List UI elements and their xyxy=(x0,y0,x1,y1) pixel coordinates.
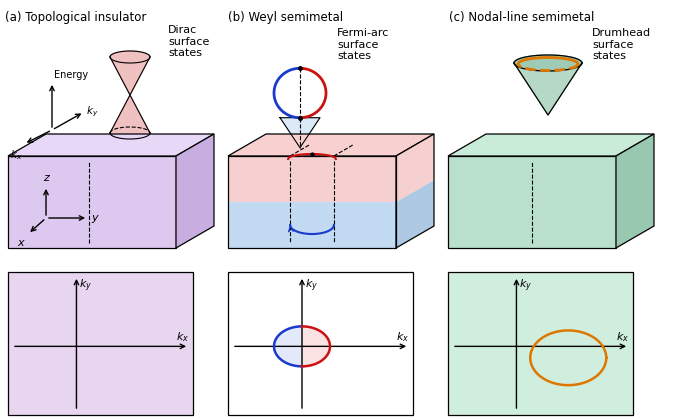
Text: (b) Weyl semimetal: (b) Weyl semimetal xyxy=(228,11,343,24)
Polygon shape xyxy=(616,134,654,248)
Text: (a) Topological insulator: (a) Topological insulator xyxy=(5,11,146,24)
Text: $k_y$: $k_y$ xyxy=(80,278,92,294)
Text: $k_y$: $k_y$ xyxy=(86,105,98,119)
Polygon shape xyxy=(110,95,150,139)
Polygon shape xyxy=(228,202,396,248)
Text: $k_y$: $k_y$ xyxy=(520,278,532,294)
Bar xyxy=(448,272,633,415)
Polygon shape xyxy=(110,51,150,95)
Polygon shape xyxy=(176,134,214,248)
Polygon shape xyxy=(228,156,396,202)
Bar xyxy=(8,272,193,415)
Polygon shape xyxy=(8,134,214,156)
Polygon shape xyxy=(396,180,434,248)
Polygon shape xyxy=(274,326,302,366)
Polygon shape xyxy=(514,55,582,115)
Text: $k_x$: $k_x$ xyxy=(176,331,189,344)
Text: $k_y$: $k_y$ xyxy=(305,278,318,294)
Polygon shape xyxy=(448,156,616,248)
Polygon shape xyxy=(396,134,434,202)
Text: $k_x$: $k_x$ xyxy=(616,331,629,344)
Text: Energy: Energy xyxy=(54,70,88,80)
Text: x: x xyxy=(18,238,24,248)
Text: Dirac
surface
states: Dirac surface states xyxy=(168,25,210,58)
Polygon shape xyxy=(280,118,320,148)
Text: Fermi-arc
surface
states: Fermi-arc surface states xyxy=(337,28,390,61)
Polygon shape xyxy=(302,326,330,366)
Polygon shape xyxy=(8,156,176,248)
Text: z: z xyxy=(43,173,49,183)
Polygon shape xyxy=(448,134,654,156)
Text: $k_x$: $k_x$ xyxy=(9,148,22,162)
Text: Drumhead
surface
states: Drumhead surface states xyxy=(592,28,651,61)
Text: $k_x$: $k_x$ xyxy=(396,331,409,344)
Bar xyxy=(228,272,413,415)
Polygon shape xyxy=(228,134,434,156)
Text: y: y xyxy=(91,213,98,223)
Text: (c) Nodal-line semimetal: (c) Nodal-line semimetal xyxy=(449,11,594,24)
Polygon shape xyxy=(514,55,582,71)
